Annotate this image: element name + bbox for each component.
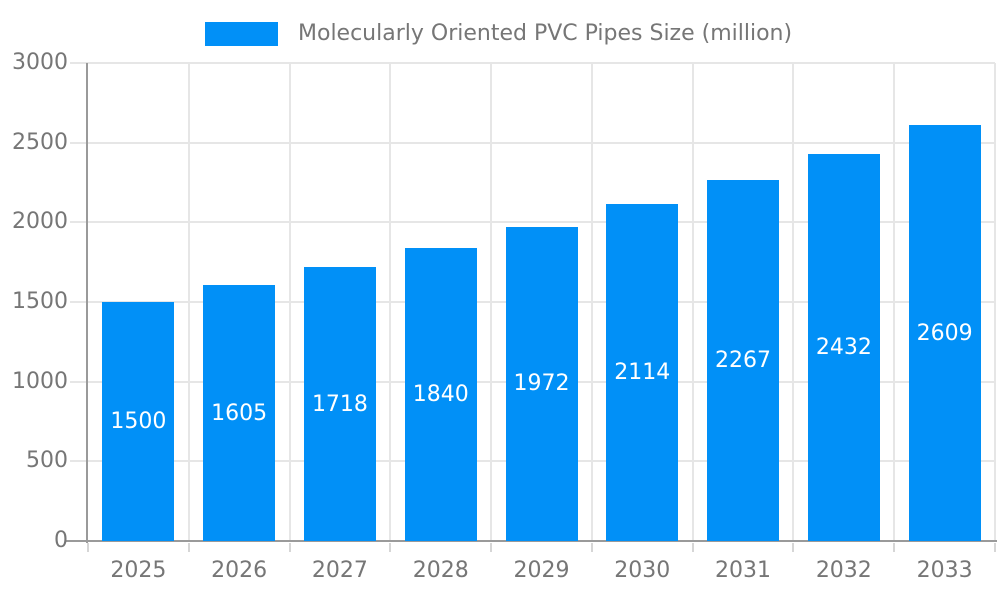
y-axis-label: 1000 [12,368,68,394]
bar-2027: 1718 [303,267,376,541]
x-axis-tick [590,543,593,552]
bar-2025: 1500 [102,302,175,541]
y-axis-line [86,63,88,543]
bar-value-label: 2267 [715,347,772,373]
y-axis-label: 0 [54,528,68,553]
chart-legend: Molecularly Oriented PVC Pipes Size (mil… [205,21,792,46]
bar-value-label: 1972 [513,371,570,397]
bar-value-label: 2609 [916,320,973,346]
x-axis-tick [490,543,493,552]
bar-value-label: 2432 [815,334,872,360]
gridline-v [288,63,291,541]
y-axis-label: 3000 [12,50,68,75]
bar-value-label: 1500 [110,409,167,434]
gridline-v [994,63,996,541]
x-axis-tick [187,543,190,552]
y-axis-label: 2500 [12,129,68,155]
gridline-v [490,63,493,541]
x-axis-tick [288,543,291,552]
gridline-v [590,63,593,541]
gridline-v [389,63,392,541]
x-axis-label: 2031 [715,558,772,583]
gridline-h [70,62,995,64]
x-axis-label: 2028 [412,558,469,583]
gridline-v [792,63,795,541]
gridline-h [70,221,995,224]
gridline-v [691,63,694,541]
y-axis-label: 1500 [12,289,68,314]
x-axis-label: 2032 [815,558,872,583]
x-axis-tick [792,543,795,552]
gridline-h [70,141,995,144]
bar-value-label: 1605 [211,400,268,426]
x-axis-label: 2033 [916,558,973,583]
x-axis-tick [389,543,392,552]
x-axis-label: 2027 [311,558,368,583]
x-axis-tick [893,543,896,552]
bar-2033: 2609 [908,125,981,541]
x-axis-tick [87,543,89,552]
bar-2029: 1972 [505,226,578,541]
legend-label: Molecularly Oriented PVC Pipes Size (mil… [298,21,793,46]
x-axis-line [66,540,997,542]
x-axis-label: 2030 [614,558,671,583]
x-axis-tick [691,543,694,552]
bar-2026: 1605 [203,285,276,541]
x-axis-tick [994,543,996,552]
gridline-v [187,63,190,541]
gridline-v [893,63,896,541]
y-axis-label: 500 [26,448,68,474]
legend-swatch [205,21,278,46]
bar-2030: 2114 [606,204,679,541]
bar-value-label: 1718 [311,391,368,417]
x-axis-label: 2029 [513,558,570,583]
bar-2031: 2267 [707,179,780,541]
bar-value-label: 2114 [614,360,671,386]
bar-2032: 2432 [807,153,880,541]
x-axis-label: 2025 [110,558,167,583]
bar-value-label: 1840 [412,381,469,407]
bar-2028: 1840 [404,247,477,541]
y-axis-label: 2000 [12,209,68,235]
x-axis-label: 2026 [211,558,268,583]
